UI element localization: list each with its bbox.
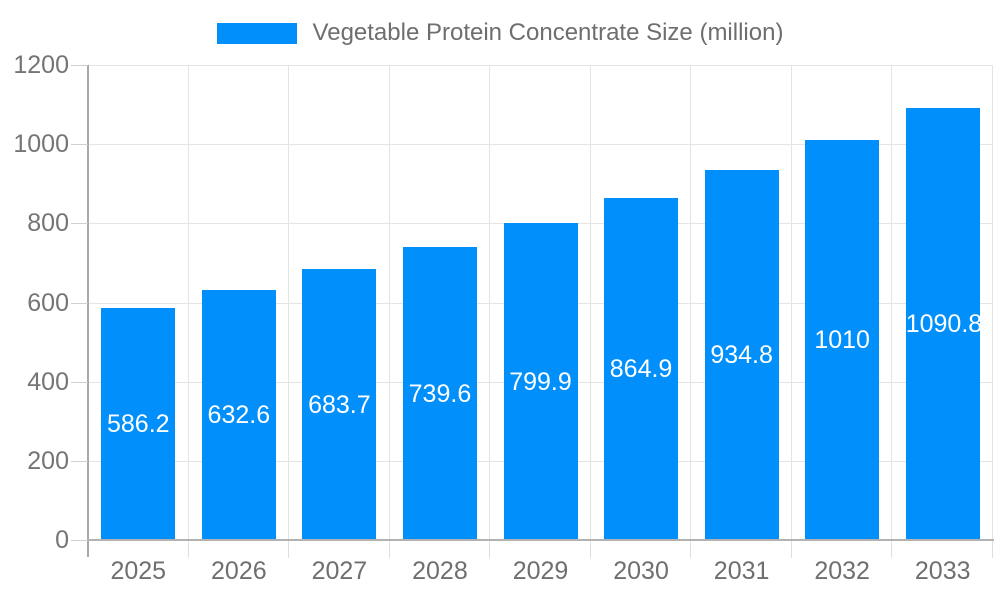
legend-swatch[interactable] — [216, 22, 297, 44]
x-axis-label: 2033 — [914, 557, 971, 585]
bar-2030[interactable]: 864.9 — [604, 197, 679, 540]
y-axis-tick — [71, 65, 88, 66]
y-axis-label: 800 — [27, 209, 69, 238]
v-gridline — [589, 65, 591, 540]
bar-value-label: 683.7 — [308, 390, 371, 419]
x-axis-tick — [489, 541, 491, 558]
bar-value-label: 586.2 — [106, 409, 170, 438]
y-axis-tick — [71, 144, 88, 146]
y-axis-label: 200 — [27, 446, 69, 475]
y-axis-tick — [71, 223, 88, 225]
x-axis-tick — [589, 541, 591, 558]
bar-2031[interactable]: 934.8 — [704, 169, 779, 540]
bar-2025[interactable]: 586.2 — [101, 307, 176, 540]
y-axis-label: 0 — [55, 526, 69, 554]
legend-label[interactable]: Vegetable Protein Concentrate Size (mill… — [312, 19, 784, 46]
x-axis-tick — [891, 541, 893, 558]
x-axis-label: 2026 — [211, 557, 267, 585]
bar-value-label: 1090.8 — [905, 310, 983, 339]
x-axis-line — [88, 539, 994, 541]
y-axis-tick — [71, 460, 88, 462]
y-axis-tick — [71, 540, 88, 541]
bar-value-label: 632.6 — [207, 400, 271, 429]
v-gridline — [891, 65, 893, 540]
y-axis-label: 1200 — [13, 51, 69, 79]
x-axis-label: 2031 — [713, 557, 770, 585]
v-gridline — [288, 65, 290, 540]
v-gridline — [489, 65, 491, 540]
x-axis-label: 2027 — [311, 557, 368, 585]
x-axis-label: 2029 — [512, 557, 569, 585]
legend: Vegetable Protein Concentrate Size (mill… — [0, 14, 1000, 52]
h-gridline — [88, 144, 993, 146]
y-axis-tick — [71, 302, 88, 304]
v-gridline — [790, 65, 792, 540]
bar-2032[interactable]: 1010 — [805, 140, 880, 540]
y-axis-line — [87, 65, 89, 557]
x-axis-label: 2032 — [814, 557, 870, 585]
x-axis-tick — [790, 541, 792, 558]
y-axis-label: 400 — [27, 367, 69, 396]
x-axis-tick — [388, 541, 390, 558]
v-gridline — [992, 65, 993, 540]
x-axis-label: 2025 — [110, 557, 167, 585]
bar-2028[interactable]: 739.6 — [402, 247, 477, 540]
y-axis-tick — [71, 381, 88, 383]
v-gridline — [388, 65, 390, 540]
bar-value-label: 739.6 — [408, 379, 472, 408]
v-gridline — [187, 65, 189, 540]
x-axis-tick — [690, 541, 692, 558]
plot-area: 586.2 632.6 683.7 739.6 799.9 864.9 934.8 1010 1… — [88, 65, 993, 540]
bar-2033[interactable]: 1090.8 — [905, 108, 983, 540]
x-axis-tick — [288, 541, 290, 558]
x-axis-label: 2028 — [412, 557, 468, 585]
bar-value-label: 799.9 — [509, 367, 572, 396]
y-axis-label: 600 — [27, 288, 69, 317]
bar-2027[interactable]: 683.7 — [302, 269, 377, 540]
x-axis-tick — [187, 541, 189, 558]
bar-value-label: 934.8 — [710, 340, 773, 369]
y-axis-label: 1000 — [13, 130, 69, 159]
h-gridline — [88, 65, 993, 66]
bar-2026[interactable]: 632.6 — [201, 289, 276, 540]
v-gridline — [690, 65, 692, 540]
x-axis-tick — [992, 541, 993, 558]
bar-value-label: 864.9 — [609, 354, 673, 383]
bar-value-label: 1010 — [814, 326, 870, 355]
x-axis-label: 2030 — [613, 557, 669, 585]
bar-2029[interactable]: 799.9 — [503, 223, 578, 540]
